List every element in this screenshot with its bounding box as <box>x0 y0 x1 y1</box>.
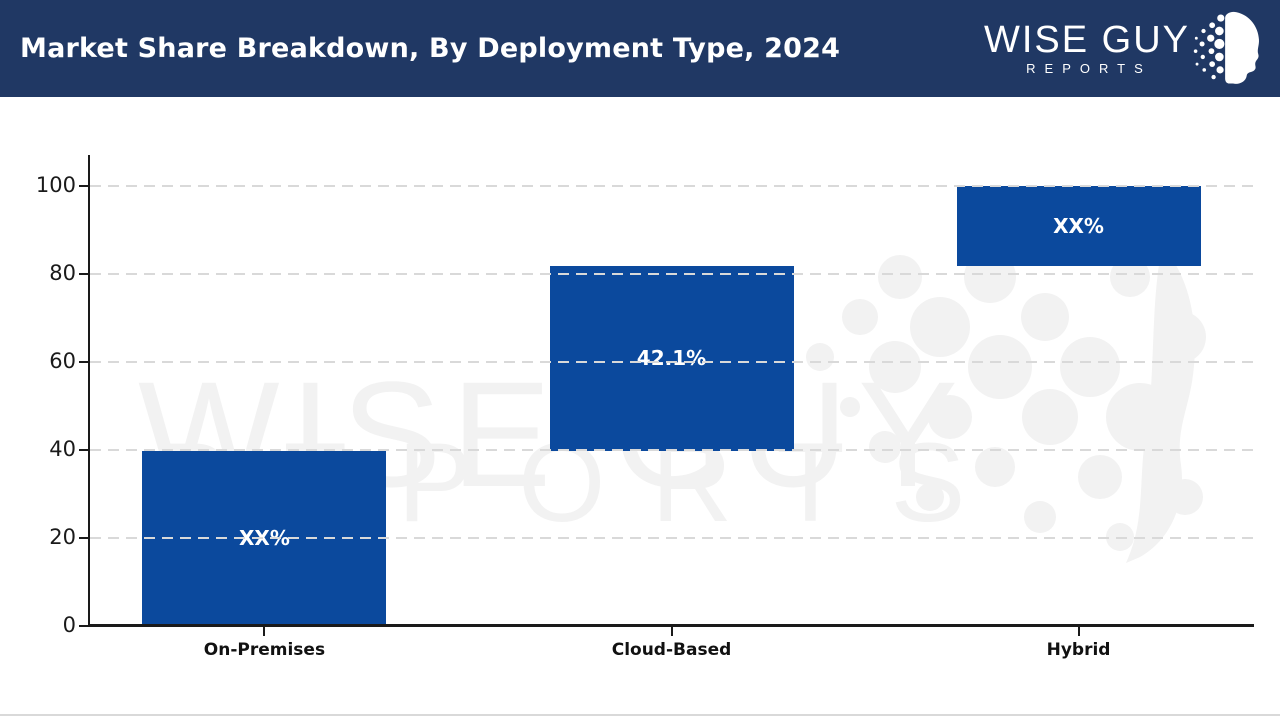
y-tick <box>79 185 88 187</box>
footer-divider <box>0 714 1280 716</box>
bar: 42.1% <box>549 265 794 451</box>
x-axis-label: On-Premises <box>203 640 326 660</box>
x-tick <box>263 627 266 636</box>
y-tick-label: 100 <box>35 173 76 197</box>
y-tick-label: 60 <box>49 349 76 373</box>
gridline <box>90 537 1253 539</box>
y-tick <box>79 273 88 275</box>
logo: WISE GUY REPORTS <box>984 9 1264 89</box>
x-axis-label: Hybrid <box>1046 640 1111 660</box>
logo-subtext: REPORTS <box>1026 61 1152 76</box>
logo-face-icon <box>1193 11 1259 84</box>
y-tick-label: 0 <box>62 613 76 637</box>
bar-value-label: 42.1% <box>636 346 707 371</box>
y-tick <box>79 537 88 539</box>
y-tick <box>79 361 88 363</box>
x-tick <box>1077 627 1080 636</box>
x-tick <box>670 627 673 636</box>
gridline <box>90 361 1253 363</box>
x-axis-label: Cloud-Based <box>611 640 732 660</box>
header: Market Share Breakdown, By Deployment Ty… <box>0 0 1280 97</box>
gridline <box>90 185 1253 187</box>
gridline <box>90 273 1253 275</box>
y-tick <box>79 449 88 451</box>
logo-text: WISE GUY REPORTS <box>984 21 1190 76</box>
y-tick-label: 20 <box>49 525 76 549</box>
x-axis <box>88 624 1254 627</box>
logo-wordmark: WISE GUY <box>983 19 1190 61</box>
bar-value-label: XX% <box>1053 213 1104 238</box>
y-tick <box>79 625 88 627</box>
y-tick-label: 40 <box>49 437 76 461</box>
gridline <box>90 449 1253 451</box>
bar: XX% <box>956 186 1201 266</box>
y-tick-label: 80 <box>49 261 76 285</box>
y-axis <box>88 155 90 627</box>
page-title: Market Share Breakdown, By Deployment Ty… <box>20 33 841 64</box>
